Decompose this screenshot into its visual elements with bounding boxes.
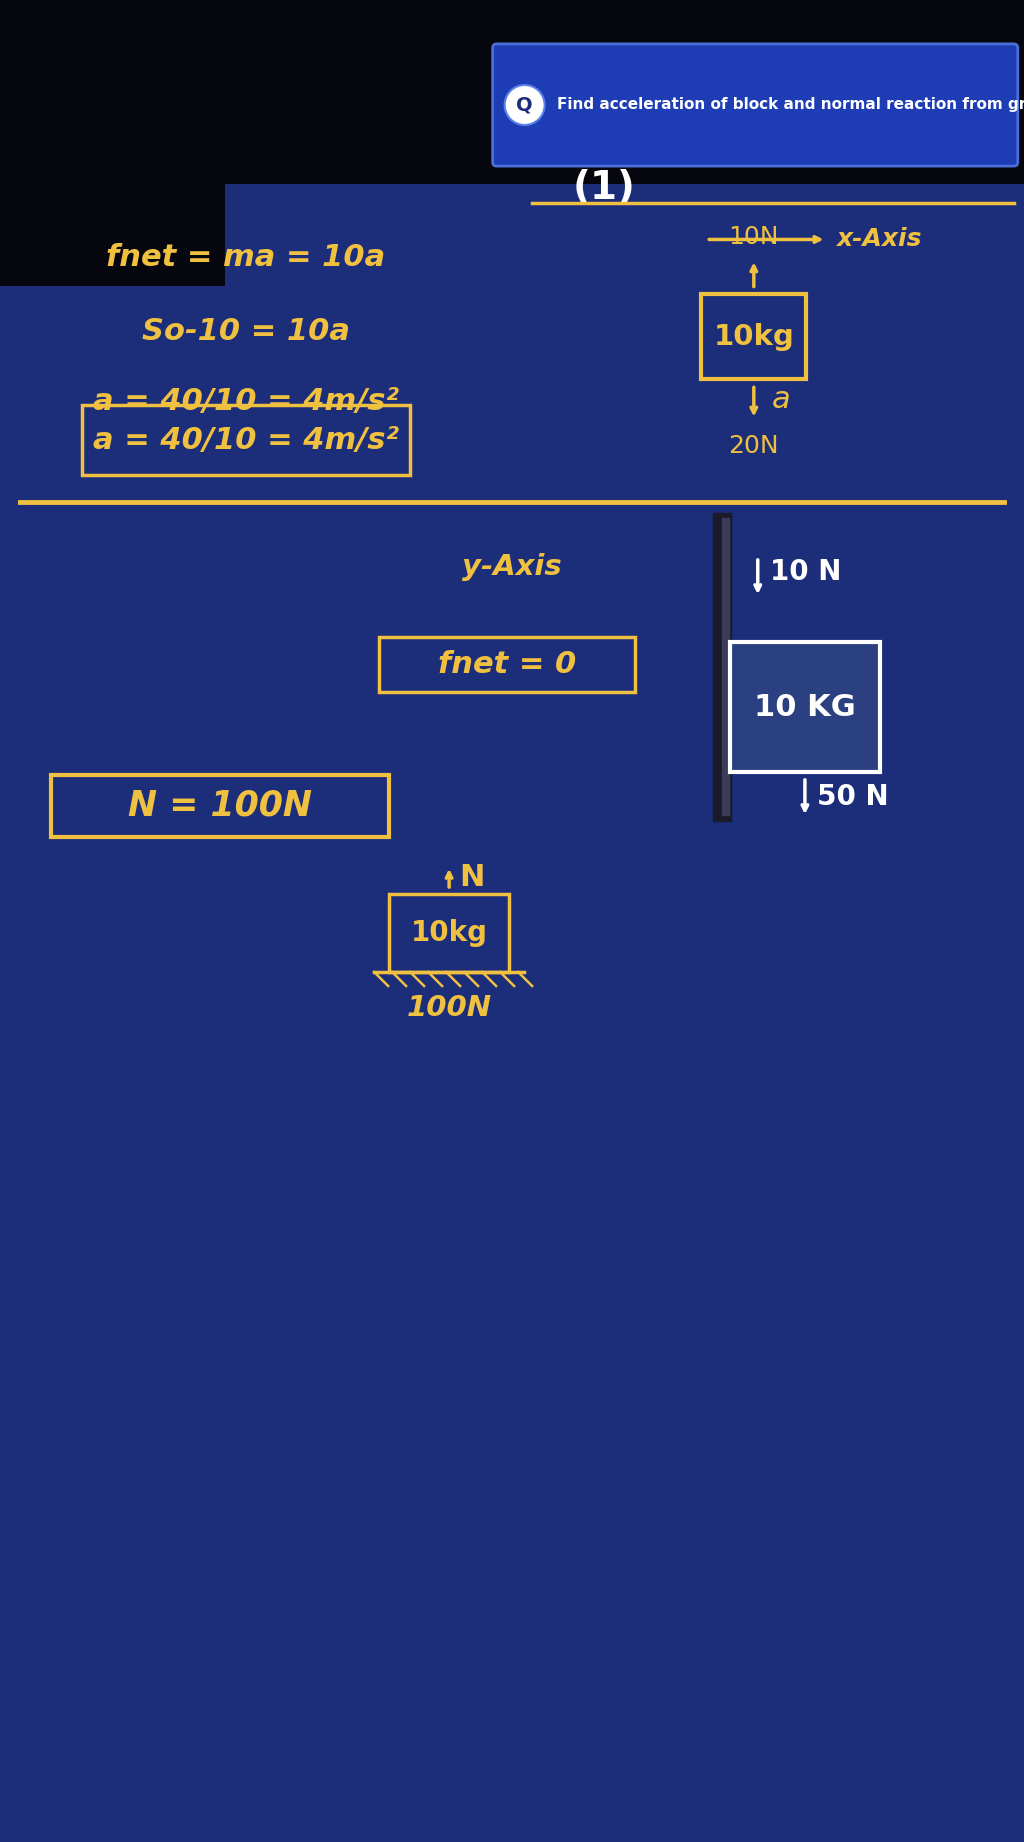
Text: Q: Q	[516, 96, 532, 114]
Text: a: a	[772, 385, 791, 414]
Text: 20N: 20N	[728, 435, 779, 459]
Text: 50 N: 50 N	[817, 783, 889, 810]
Text: 10N: 10N	[728, 225, 779, 249]
Text: So-10 = 10a: So-10 = 10a	[141, 317, 350, 346]
Bar	[379, 637, 635, 693]
Text: N: N	[459, 864, 484, 893]
FancyBboxPatch shape	[493, 44, 1018, 166]
Text: 10 N: 10 N	[770, 558, 841, 586]
Bar	[0, 0, 1024, 184]
Bar	[389, 893, 509, 973]
Text: N = 100N: N = 100N	[128, 788, 312, 823]
Text: x-Axis: x-Axis	[837, 227, 922, 252]
Text: a = 40/10 = 4m/s²: a = 40/10 = 4m/s²	[93, 426, 398, 455]
Text: fnet = ma = 10a: fnet = ma = 10a	[106, 243, 385, 273]
Text: 100N: 100N	[407, 995, 492, 1022]
Circle shape	[505, 85, 545, 125]
Text: y-Axis: y-Axis	[462, 553, 562, 580]
Bar	[0, 175, 225, 286]
Text: (1): (1)	[572, 169, 636, 206]
Text: 10 KG: 10 KG	[754, 693, 856, 722]
Text: 10kg: 10kg	[411, 919, 487, 947]
Bar	[730, 643, 880, 772]
Bar	[82, 405, 410, 475]
Text: 10kg: 10kg	[714, 322, 795, 352]
Text: a = 40/10 = 4m/s²: a = 40/10 = 4m/s²	[93, 387, 398, 416]
Bar	[701, 295, 806, 379]
Text: Find acceleration of block and normal reaction from ground in each case:: Find acceleration of block and normal re…	[557, 98, 1024, 112]
Text: fnet = 0: fnet = 0	[437, 650, 577, 680]
Bar	[51, 775, 389, 836]
